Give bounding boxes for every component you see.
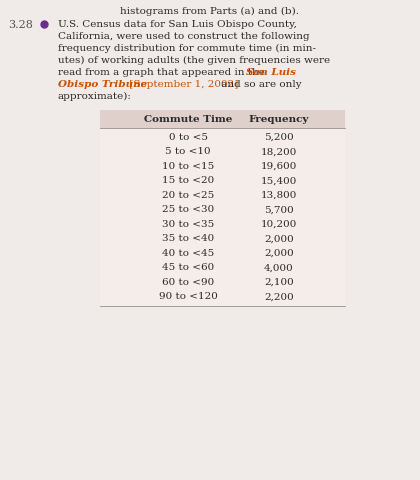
Text: 10 to <15: 10 to <15 — [162, 162, 214, 171]
Text: 2,000: 2,000 — [264, 249, 294, 258]
Text: 45 to <60: 45 to <60 — [162, 263, 214, 272]
Text: utes) of working adults (the given frequencies were: utes) of working adults (the given frequ… — [58, 56, 330, 65]
Text: 30 to <35: 30 to <35 — [162, 220, 214, 229]
Text: [September 1, 2002]: [September 1, 2002] — [126, 80, 239, 89]
Text: 2,100: 2,100 — [264, 278, 294, 287]
Text: 2,200: 2,200 — [264, 292, 294, 301]
Text: 18,200: 18,200 — [261, 147, 297, 156]
Text: 10,200: 10,200 — [261, 220, 297, 229]
Text: 15 to <20: 15 to <20 — [162, 176, 214, 185]
Text: histograms from Parts (a) and (b).: histograms from Parts (a) and (b). — [121, 7, 299, 16]
Text: 5,700: 5,700 — [264, 205, 294, 214]
Text: 60 to <90: 60 to <90 — [162, 278, 214, 287]
Text: 20 to <25: 20 to <25 — [162, 191, 214, 200]
Text: frequency distribution for commute time (in min-: frequency distribution for commute time … — [58, 44, 316, 53]
Text: 19,600: 19,600 — [261, 162, 297, 171]
Text: 5 to <10: 5 to <10 — [165, 147, 211, 156]
Text: 3.28: 3.28 — [8, 20, 33, 30]
Text: 2,000: 2,000 — [264, 234, 294, 243]
Text: read from a graph that appeared in the: read from a graph that appeared in the — [58, 68, 268, 77]
Text: Obispo Tribune: Obispo Tribune — [58, 80, 147, 89]
Text: California, were used to construct the following: California, were used to construct the f… — [58, 32, 310, 41]
Bar — [100, 110, 345, 306]
Text: U.S. Census data for San Luis Obispo County,: U.S. Census data for San Luis Obispo Cou… — [58, 20, 297, 29]
Text: 15,400: 15,400 — [261, 176, 297, 185]
Text: 25 to <30: 25 to <30 — [162, 205, 214, 214]
Text: 5,200: 5,200 — [264, 133, 294, 142]
Text: 90 to <120: 90 to <120 — [159, 292, 218, 301]
Text: Commute Time: Commute Time — [144, 115, 232, 123]
Text: 0 to <5: 0 to <5 — [169, 133, 208, 142]
Text: approximate):: approximate): — [58, 92, 132, 101]
Text: 4,000: 4,000 — [264, 263, 294, 272]
Text: 35 to <40: 35 to <40 — [162, 234, 214, 243]
Text: 13,800: 13,800 — [261, 191, 297, 200]
Text: 40 to <45: 40 to <45 — [162, 249, 214, 258]
Text: and so are only: and so are only — [218, 80, 302, 89]
Text: San Luis: San Luis — [246, 68, 296, 77]
Bar — [100, 110, 345, 128]
Text: Frequency: Frequency — [249, 115, 309, 123]
